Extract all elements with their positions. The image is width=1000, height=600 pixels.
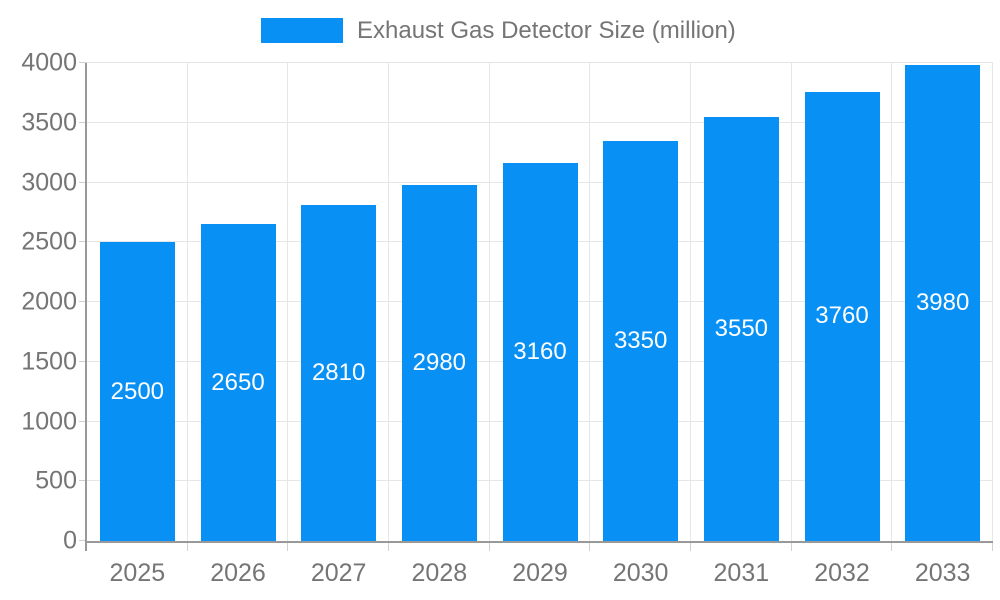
y-axis-tick-label: 2500 (21, 227, 77, 256)
x-axis-tick-label: 2027 (310, 559, 367, 587)
bar-2026[interactable] (200, 224, 276, 541)
bar-value-label: 3760 (815, 302, 869, 330)
legend-label[interactable]: Exhaust Gas Detector Size (million) (357, 17, 736, 44)
x-axis-tick (488, 541, 490, 551)
y-axis-tick (79, 540, 87, 541)
x-axis-tick-label: 2031 (713, 559, 770, 587)
x-axis-tick-label: 2030 (612, 559, 669, 587)
bar-value-label: 2810 (311, 359, 366, 387)
gridline-vertical (287, 63, 289, 541)
y-axis-tick (79, 480, 87, 482)
x-axis-tick (388, 541, 389, 551)
x-axis-tick (790, 541, 792, 551)
bar-2025[interactable] (99, 242, 175, 541)
y-axis-tick (79, 360, 87, 362)
y-axis-tick (79, 121, 87, 123)
bar-value-label: 2650 (211, 368, 265, 396)
y-axis-tick (79, 62, 87, 63)
bar-2033[interactable] (905, 65, 981, 541)
bar-value-label: 3350 (613, 326, 668, 354)
x-axis-tick (589, 541, 591, 551)
x-axis-tick-label: 2029 (512, 559, 568, 587)
y-axis-tick (79, 241, 87, 243)
y-axis-tick (79, 420, 87, 422)
bar-value-label: 3550 (714, 314, 769, 342)
x-axis-tick-label: 2033 (914, 559, 971, 587)
x-axis-tick (891, 541, 893, 551)
bar-value-label: 3980 (915, 289, 970, 317)
gridline-vertical (488, 63, 490, 541)
bar-value-label: 2980 (412, 348, 467, 376)
y-axis-tick-label: 2000 (21, 287, 77, 316)
gridline-vertical (790, 63, 792, 541)
gridline-vertical (589, 63, 591, 541)
x-axis-tick (287, 541, 289, 551)
bar-value-label: 2500 (110, 377, 165, 405)
x-axis-tick-label: 2025 (109, 559, 166, 587)
bar-2027[interactable] (301, 205, 377, 541)
x-axis-line (85, 541, 993, 543)
y-axis-tick-label: 3500 (21, 108, 77, 137)
bar-2030[interactable] (603, 140, 679, 541)
gridline-vertical (690, 63, 691, 541)
y-axis-tick-label: 1000 (21, 407, 77, 435)
bar-value-label: 3160 (513, 338, 567, 366)
bar-2029[interactable] (502, 163, 578, 541)
y-axis-tick-label: 4000 (21, 48, 77, 77)
legend[interactable]: Exhaust Gas Detector Size (million) (261, 18, 736, 43)
gridline-vertical (891, 63, 893, 541)
legend-swatch[interactable] (261, 18, 343, 43)
x-axis-tick (690, 541, 691, 551)
y-axis-tick (79, 301, 87, 302)
y-axis-tick-label: 500 (35, 466, 77, 495)
y-axis-line (85, 63, 87, 551)
x-axis-tick-label: 2026 (210, 559, 266, 587)
gridline-vertical (388, 63, 389, 541)
bar-2032[interactable] (804, 91, 880, 541)
gridline-horizontal (87, 62, 993, 63)
y-axis-tick-label: 0 (63, 526, 77, 555)
y-axis-tick-label: 3000 (21, 168, 77, 196)
gridline-vertical (186, 63, 188, 541)
y-axis-tick (79, 181, 87, 183)
x-axis-tick-label: 2028 (411, 559, 468, 587)
gridline-vertical (992, 63, 993, 541)
bar-2031[interactable] (703, 116, 779, 541)
x-axis-tick (186, 541, 188, 551)
y-axis-tick-label: 1500 (21, 347, 77, 376)
x-axis-tick-label: 2032 (814, 559, 870, 587)
bar-2028[interactable] (401, 184, 477, 541)
x-axis-tick (992, 541, 993, 551)
gridline-horizontal (87, 121, 993, 123)
